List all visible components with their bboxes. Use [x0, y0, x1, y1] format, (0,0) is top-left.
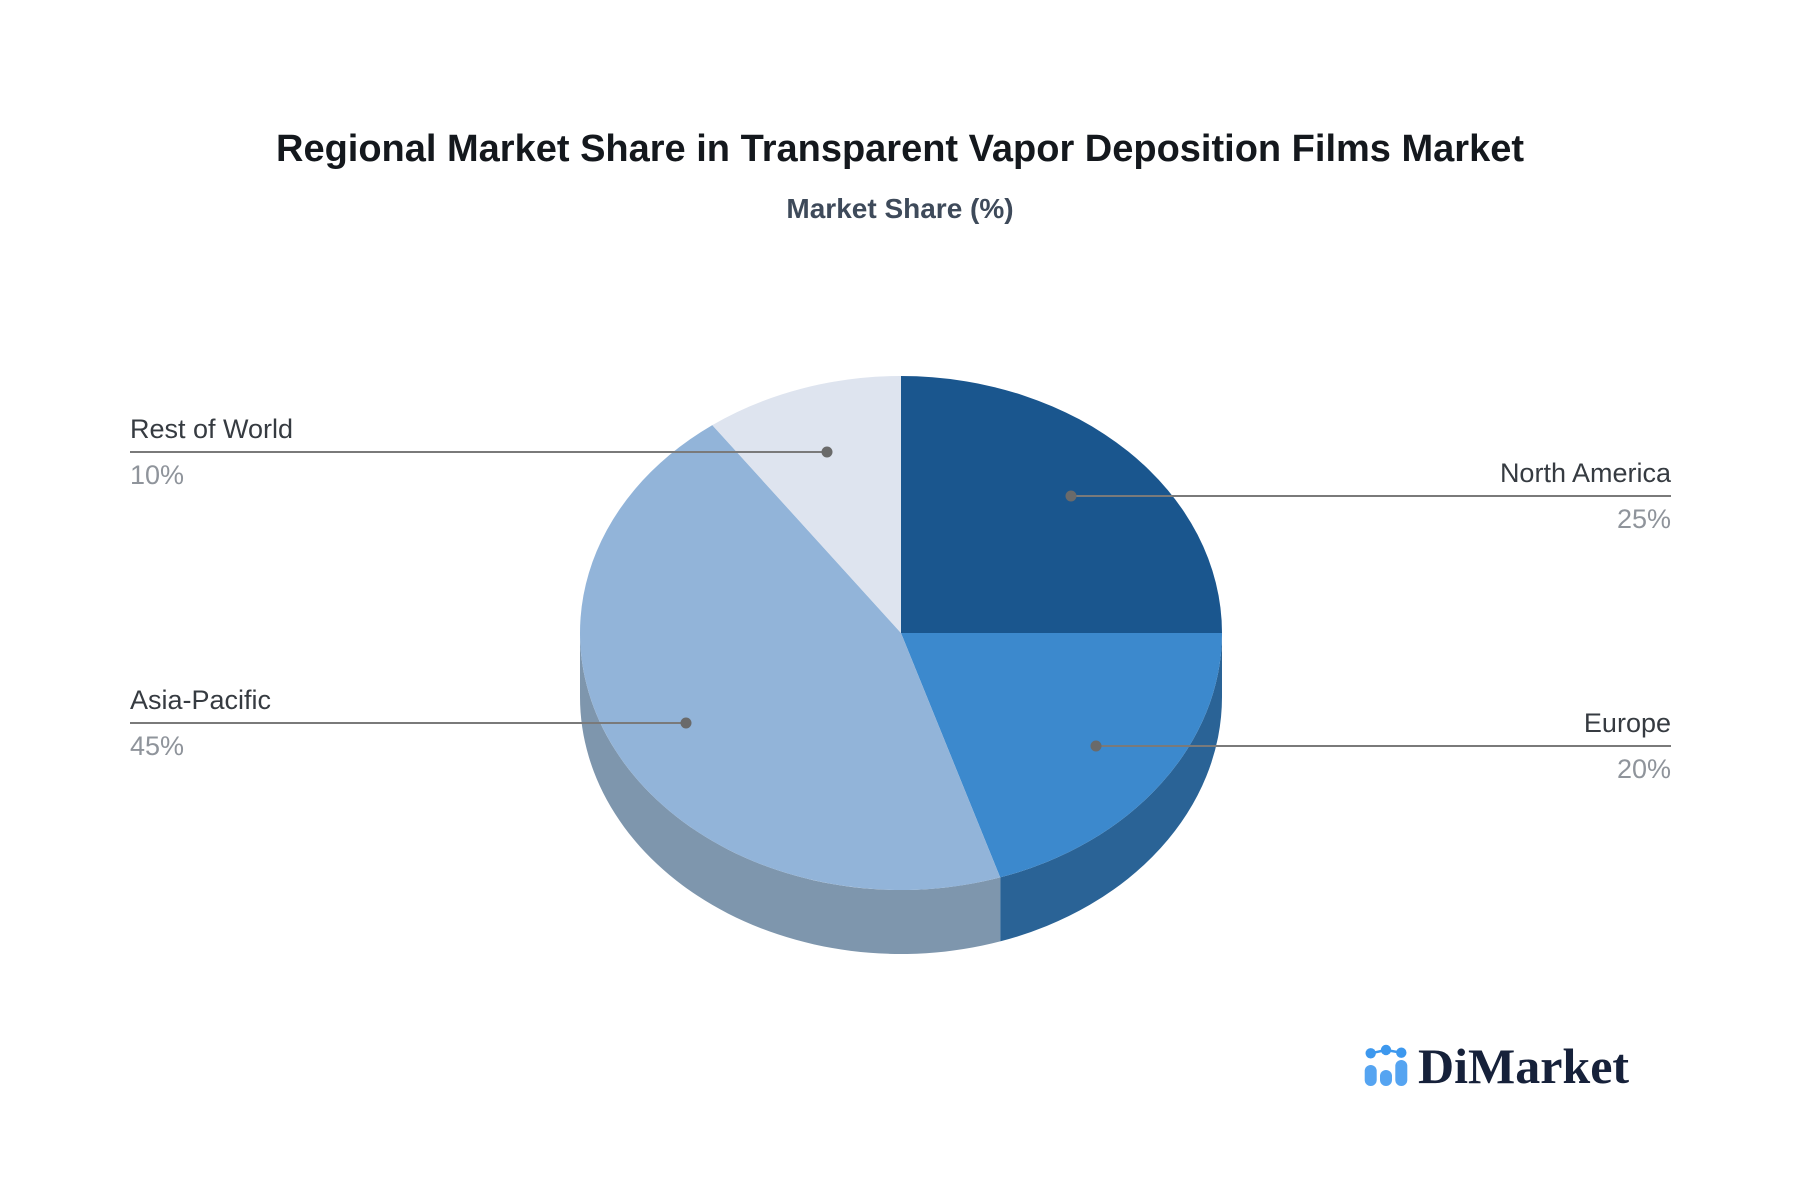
leader-dot-north-america	[1065, 490, 1077, 502]
chart-subtitle: Market Share (%)	[786, 193, 1014, 224]
slice-value-asia-pacific: 45%	[130, 731, 185, 761]
leader-dot-asia-pacific	[680, 717, 692, 729]
chart-title: Regional Market Share in Transparent Vap…	[276, 128, 1524, 170]
logo: DiMarket	[1358, 1040, 1629, 1092]
leader-dot-rest-of-world	[821, 446, 833, 458]
leader-dot-europe	[1090, 740, 1102, 752]
pie-slice-side-asia-pacific	[580, 633, 1001, 954]
pie-slice-side-europe	[1000, 633, 1222, 942]
slice-label-asia-pacific: Asia-Pacific	[130, 685, 272, 715]
pie-slice-rest-of-world[interactable]	[712, 376, 901, 633]
logo-text: DiMarket	[1418, 1038, 1630, 1094]
slice-value-europe: 20%	[1616, 754, 1671, 784]
slice-value-north-america: 25%	[1616, 504, 1671, 534]
leader-lines	[130, 451, 1671, 747]
slice-label-rest-of-world: Rest of World	[130, 414, 294, 444]
pie-slice-asia-pacific[interactable]	[579, 425, 1001, 890]
bar-chart-icon	[1364, 1044, 1408, 1086]
leader-dots	[680, 446, 1102, 752]
pie-3d	[579, 376, 1222, 954]
slice-label-europe: Europe	[1583, 708, 1671, 738]
slice-label-north-america: North America	[1499, 458, 1671, 488]
pie-slice-north-america[interactable]	[901, 376, 1222, 633]
pie-slice-europe[interactable]	[901, 633, 1222, 878]
slice-value-rest-of-world: 10%	[130, 460, 185, 490]
